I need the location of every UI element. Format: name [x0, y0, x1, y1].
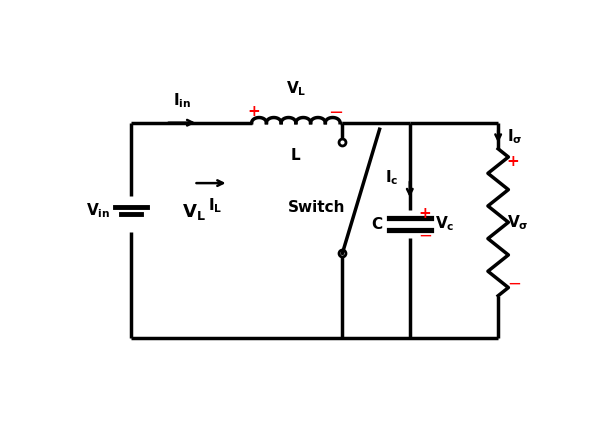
Text: $\mathbf{V_L}$: $\mathbf{V_L}$	[286, 80, 306, 98]
Text: $\mathbf{I_{in}}$: $\mathbf{I_{in}}$	[173, 91, 191, 110]
Text: $-$: $-$	[328, 102, 343, 120]
Text: $\mathbf{V_L}$: $\mathbf{V_L}$	[182, 203, 205, 223]
Text: $\mathbf{C}$: $\mathbf{C}$	[371, 216, 383, 232]
Text: $\mathbf{I_L}$: $\mathbf{I_L}$	[208, 196, 223, 215]
Text: $\mathbf{I_c}$: $\mathbf{I_c}$	[385, 168, 398, 187]
Text: $\mathbf{V_{in}}$: $\mathbf{V_{in}}$	[86, 201, 110, 220]
Text: $-$: $-$	[506, 273, 521, 292]
Text: +: +	[418, 206, 431, 220]
Text: $\mathbf{V_{\sigma}}$: $\mathbf{V_{\sigma}}$	[506, 213, 528, 232]
Text: $\mathbf{V_c}$: $\mathbf{V_c}$	[436, 215, 455, 233]
Text: $\mathbf{L}$: $\mathbf{L}$	[290, 147, 302, 163]
Text: +: +	[506, 154, 519, 169]
Text: +: +	[248, 104, 260, 119]
Text: $-$: $-$	[418, 226, 433, 244]
Text: $\mathbf{I_{\sigma}}$: $\mathbf{I_{\sigma}}$	[506, 128, 522, 146]
Text: Switch: Switch	[288, 200, 346, 215]
